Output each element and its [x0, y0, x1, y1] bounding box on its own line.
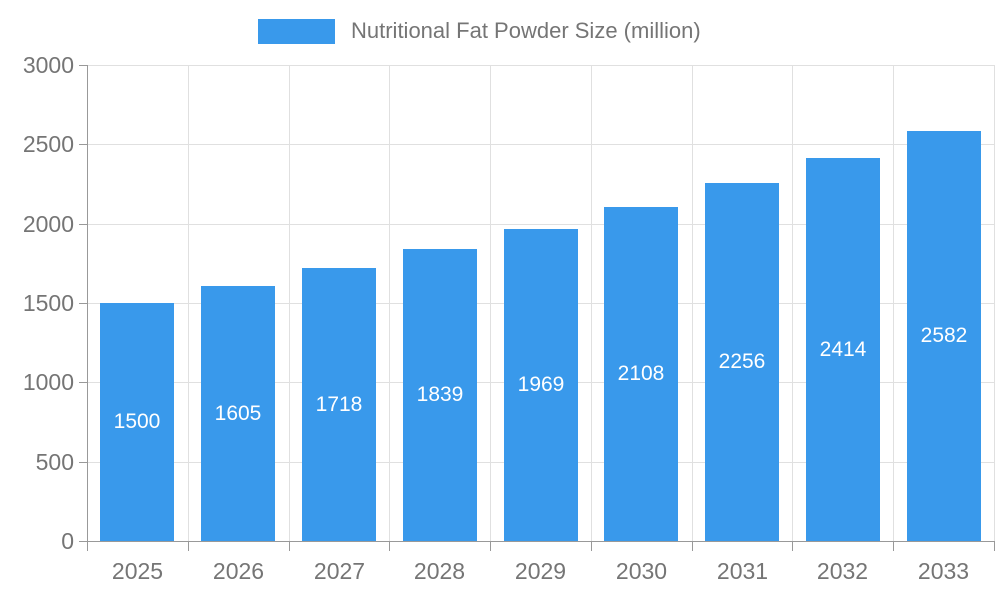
x-tick	[591, 541, 592, 551]
x-tick-label: 2029	[514, 558, 567, 584]
bar-value-label: 2414	[819, 337, 867, 361]
y-axis-line	[87, 65, 88, 541]
x-tick	[994, 541, 995, 551]
bar: 1500	[100, 303, 174, 541]
y-tick	[79, 65, 87, 66]
y-tick	[79, 462, 87, 463]
bar: 1839	[403, 249, 477, 541]
y-tick	[79, 144, 87, 145]
bar: 2108	[604, 207, 678, 541]
x-tick-label: 2032	[816, 558, 869, 584]
legend-label: Nutritional Fat Powder Size (million)	[351, 18, 701, 43]
x-tick	[188, 541, 189, 551]
h-gridline	[87, 65, 994, 66]
h-gridline	[87, 144, 994, 145]
x-tick	[490, 541, 491, 551]
bar: 2256	[705, 183, 779, 541]
bar-value-label: 1969	[517, 373, 565, 396]
v-gridline	[591, 65, 592, 541]
h-gridline	[87, 224, 994, 225]
y-tick	[79, 303, 87, 304]
bar-value-label: 2256	[718, 350, 766, 373]
x-tick	[893, 541, 894, 551]
x-tick	[389, 541, 390, 551]
x-tick-label: 2030	[615, 558, 668, 584]
bar-value-label: 2108	[617, 362, 665, 385]
bar: 1969	[504, 229, 578, 541]
x-tick-label: 2031	[716, 558, 769, 584]
y-tick-label: 1000	[22, 369, 74, 395]
bar: 2582	[907, 131, 981, 541]
x-tick-label: 2025	[111, 558, 164, 584]
bar: 1605	[201, 286, 275, 541]
v-gridline	[490, 65, 491, 541]
bar-value-label: 1718	[315, 392, 363, 416]
v-gridline	[994, 65, 995, 541]
x-tick	[692, 541, 693, 551]
y-tick-label: 3000	[22, 52, 74, 78]
v-gridline	[792, 65, 793, 541]
x-tick-label: 2026	[212, 558, 265, 584]
x-tick-label: 2028	[413, 558, 466, 584]
y-tick-label: 2000	[22, 211, 74, 237]
bar: 2414	[806, 158, 880, 541]
x-tick	[792, 541, 793, 551]
y-tick-label: 2500	[22, 131, 74, 157]
v-gridline	[289, 65, 290, 541]
v-gridline	[389, 65, 390, 541]
legend[interactable]: Nutritional Fat Powder Size (million)	[258, 17, 701, 45]
y-tick-label: 0	[61, 528, 74, 554]
x-tick	[87, 541, 88, 551]
v-gridline	[692, 65, 693, 541]
x-tick-label: 2027	[313, 558, 366, 584]
x-tick-label: 2033	[917, 558, 970, 584]
v-gridline	[188, 65, 189, 541]
v-gridline	[893, 65, 894, 541]
bar-value-label: 1605	[214, 401, 262, 425]
bar-value-label: 2582	[920, 324, 968, 347]
legend-swatch	[258, 18, 335, 44]
y-tick	[79, 224, 87, 225]
x-axis-line	[87, 541, 995, 542]
y-tick	[79, 541, 87, 542]
bar-value-label: 1839	[416, 383, 464, 406]
y-tick-label: 1500	[22, 290, 74, 316]
y-tick	[79, 382, 87, 383]
bar: 1718	[302, 268, 376, 541]
bar-value-label: 1500	[113, 410, 161, 433]
x-tick	[289, 541, 290, 551]
y-tick-label: 500	[35, 449, 74, 475]
